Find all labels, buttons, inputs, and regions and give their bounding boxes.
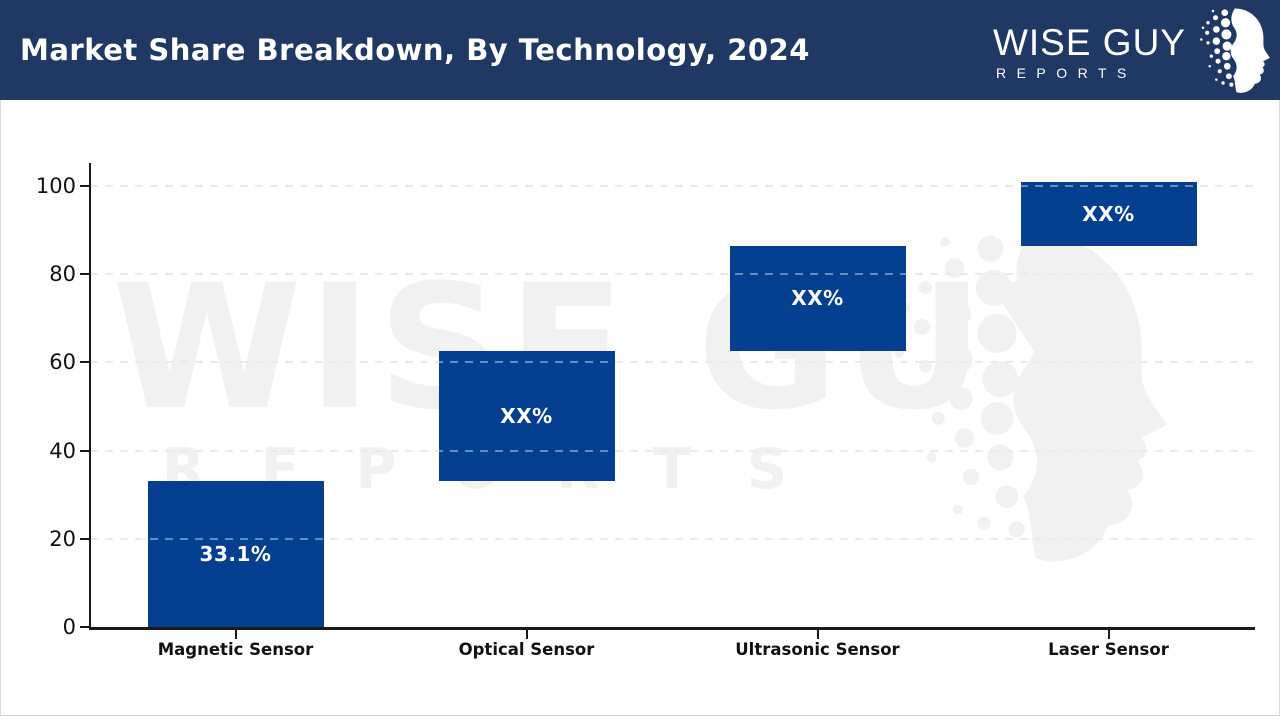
gridline bbox=[90, 273, 1254, 276]
gridline bbox=[90, 449, 1254, 452]
ytick-label: 100 bbox=[35, 174, 76, 199]
logo-head-icon bbox=[1188, 6, 1274, 98]
ytick-label: 80 bbox=[49, 262, 76, 287]
gridline bbox=[90, 185, 1254, 188]
bar-laser-sensor: XX% bbox=[1020, 182, 1197, 247]
category-label: Optical Sensor bbox=[458, 640, 595, 659]
ytick-mark bbox=[80, 449, 89, 452]
logo-wordmark-line2: REPORTS bbox=[995, 64, 1137, 81]
bar-ultrasonic-sensor: XX% bbox=[729, 246, 906, 351]
gridline bbox=[90, 361, 1254, 364]
category-label: Ultrasonic Sensor bbox=[735, 640, 900, 659]
gridline bbox=[90, 273, 1254, 276]
category-label: Laser Sensor bbox=[1048, 640, 1169, 659]
bar-optical-sensor: XX% bbox=[438, 350, 615, 482]
ytick-label: 40 bbox=[49, 438, 76, 463]
plot-area: 33.1% XX% XX% XX% bbox=[90, 164, 1254, 627]
ytick-mark bbox=[80, 273, 89, 276]
logo-wordmark-line1: WISE GUY bbox=[992, 21, 1186, 63]
gridline bbox=[90, 449, 1254, 452]
y-axis-line bbox=[89, 163, 91, 628]
gridline bbox=[90, 361, 1254, 364]
ytick-mark bbox=[80, 537, 89, 540]
ytick-mark bbox=[80, 361, 89, 364]
ytick-label: 20 bbox=[49, 526, 76, 551]
x-axis-line bbox=[89, 627, 1255, 630]
logo: WISE GUY REPORTS bbox=[993, 6, 1274, 98]
gridline bbox=[90, 537, 1254, 540]
gridline bbox=[90, 185, 1254, 188]
ytick-mark bbox=[80, 626, 89, 628]
ytick-label: 60 bbox=[49, 350, 76, 375]
bar-magnetic-sensor: 33.1% bbox=[147, 481, 324, 627]
bar-label: XX% bbox=[1082, 202, 1135, 227]
category-label: Magnetic Sensor bbox=[157, 640, 314, 659]
bar-label: 33.1% bbox=[199, 542, 272, 566]
logo-wordmark: WISE GUY REPORTS bbox=[992, 21, 1186, 81]
page-title: Market Share Breakdown, By Technology, 2… bbox=[20, 33, 810, 67]
xtick-mark bbox=[525, 630, 528, 639]
bar-label: XX% bbox=[500, 403, 553, 428]
gridline bbox=[90, 537, 1254, 540]
bar-label: XX% bbox=[791, 286, 844, 311]
ytick-label: 0 bbox=[62, 615, 76, 639]
xtick-mark bbox=[234, 630, 237, 639]
header-bar: Market Share Breakdown, By Technology, 2… bbox=[0, 0, 1280, 100]
xtick-mark bbox=[816, 630, 819, 639]
ytick-mark bbox=[80, 185, 89, 188]
xtick-mark bbox=[1107, 630, 1110, 639]
